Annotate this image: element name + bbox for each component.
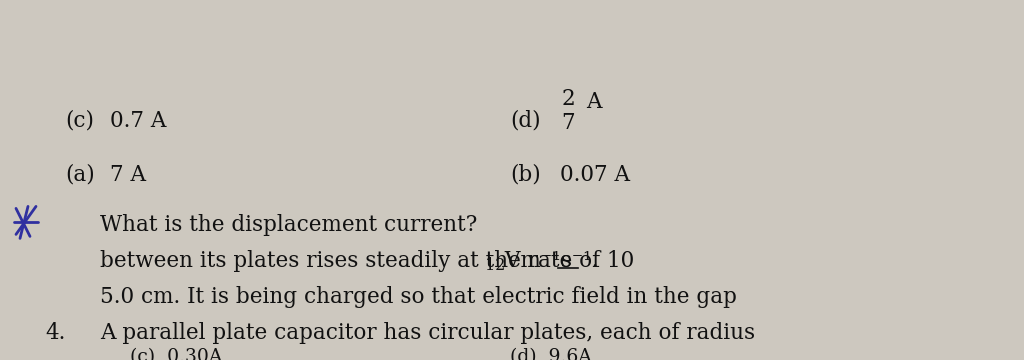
Text: 7: 7 xyxy=(561,112,574,134)
Text: (c)  0.30A: (c) 0.30A xyxy=(130,348,222,360)
Text: 5.0 cm. It is being charged so that electric field in the gap: 5.0 cm. It is being charged so that elec… xyxy=(100,286,737,308)
Text: 12: 12 xyxy=(485,257,506,274)
Text: Vm⁻¹s⁻¹.: Vm⁻¹s⁻¹. xyxy=(498,250,598,272)
Text: 4.: 4. xyxy=(45,322,66,344)
Text: (a): (a) xyxy=(65,163,95,186)
Text: 0.7 A: 0.7 A xyxy=(110,109,166,132)
Text: (c): (c) xyxy=(65,109,94,132)
Text: 7 A: 7 A xyxy=(110,163,146,186)
Text: (d): (d) xyxy=(510,109,541,132)
Text: between its plates rises steadily at the rate of 10: between its plates rises steadily at the… xyxy=(100,250,634,272)
Text: 2: 2 xyxy=(561,87,574,109)
Text: A parallel plate capacitor has circular plates, each of radius: A parallel plate capacitor has circular … xyxy=(100,322,755,344)
Text: (b): (b) xyxy=(510,163,541,186)
Text: (d)  9.6A: (d) 9.6A xyxy=(510,348,592,360)
Text: A: A xyxy=(586,91,601,113)
Text: What is the displacement current?: What is the displacement current? xyxy=(100,214,477,236)
Text: 0.07 A: 0.07 A xyxy=(560,163,630,186)
